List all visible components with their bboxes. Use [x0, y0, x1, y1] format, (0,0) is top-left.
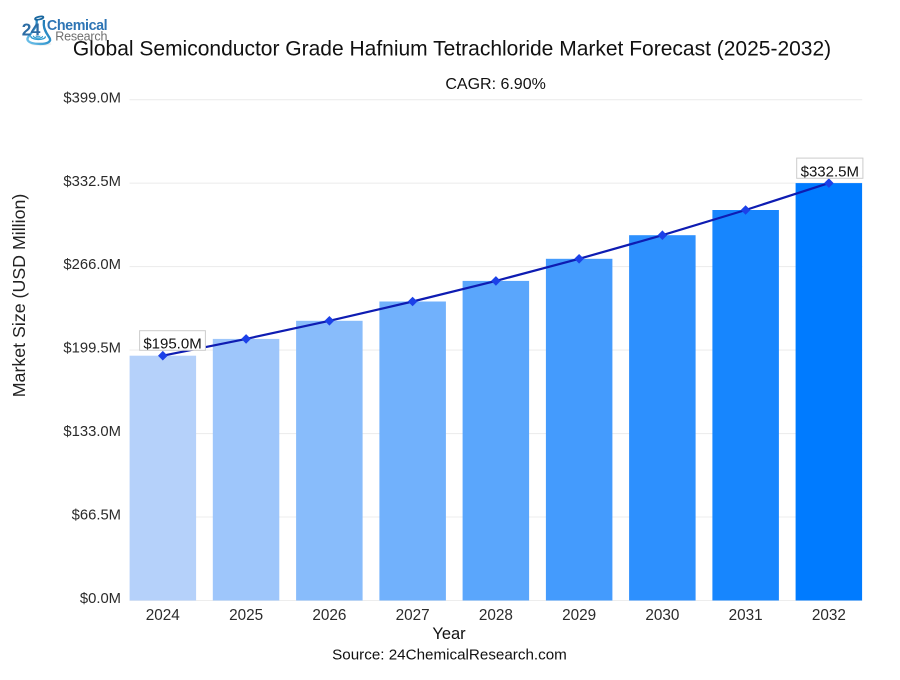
- svg-text:2027: 2027: [396, 607, 430, 624]
- svg-text:2028: 2028: [479, 607, 513, 624]
- svg-text:Chemical: Chemical: [47, 18, 107, 34]
- svg-text:Global Semiconductor Grade Haf: Global Semiconductor Grade Hafnium Tetra…: [73, 38, 831, 61]
- svg-text:2030: 2030: [645, 607, 679, 624]
- svg-text:24: 24: [22, 19, 41, 39]
- svg-text:2026: 2026: [312, 607, 346, 624]
- svg-text:Source: 24ChemicalResearch.com: Source: 24ChemicalResearch.com: [332, 647, 567, 664]
- svg-text:Year: Year: [432, 625, 466, 643]
- svg-text:$195.0M: $195.0M: [143, 335, 201, 352]
- svg-text:$332.5M: $332.5M: [801, 163, 859, 180]
- svg-text:$199.5M: $199.5M: [63, 341, 121, 357]
- svg-text:Market Size (USD Million): Market Size (USD Million): [9, 194, 29, 398]
- svg-text:$332.5M: $332.5M: [63, 174, 121, 190]
- svg-text:2031: 2031: [729, 607, 763, 624]
- svg-text:$66.5M: $66.5M: [72, 508, 121, 524]
- svg-text:2029: 2029: [562, 607, 596, 624]
- svg-text:$133.0M: $133.0M: [63, 424, 121, 440]
- svg-text:CAGR: 6.90%: CAGR: 6.90%: [445, 76, 545, 93]
- svg-text:2024: 2024: [146, 607, 181, 624]
- svg-text:2025: 2025: [229, 607, 263, 624]
- svg-text:$399.0M: $399.0M: [63, 90, 121, 106]
- svg-text:Research: Research: [55, 29, 107, 43]
- svg-text:$266.0M: $266.0M: [63, 257, 121, 273]
- svg-text:2032: 2032: [812, 607, 846, 624]
- svg-text:$0.0M: $0.0M: [80, 591, 121, 607]
